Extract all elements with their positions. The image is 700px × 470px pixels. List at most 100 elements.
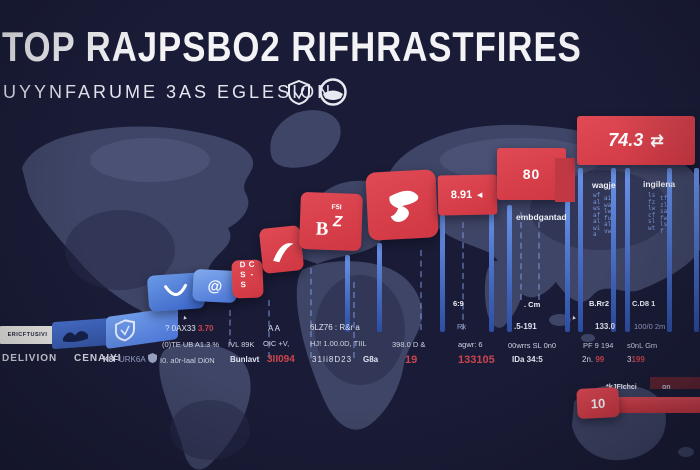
stat-top: . Cm: [524, 300, 541, 309]
footer-stat: A A: [268, 324, 281, 333]
dashed-line: [462, 222, 464, 330]
ribbon-badge-label: 10: [590, 395, 606, 411]
origin-label-box: ERICFTUSIVI: [0, 326, 55, 344]
dashed-line: [353, 282, 355, 358]
value-bar: [377, 243, 382, 332]
footer-label: I0. a0r-Iaal Di0N: [160, 356, 215, 365]
column-header-wagje: wagje: [592, 180, 616, 190]
step-badge-red: [258, 224, 305, 275]
cdss-label: C-DSS: [237, 259, 257, 291]
red-number: 3.70: [197, 324, 214, 333]
footer-stat: PF 9 194: [583, 341, 614, 350]
tick-glyph-column: wfalwsafalwia: [593, 192, 601, 238]
stat-top: 6:9: [453, 299, 464, 308]
footer-stat: 3199: [627, 355, 645, 364]
value-box-3: 74.3 ⇄: [577, 116, 695, 165]
stat-top: B.Rr2: [589, 299, 610, 308]
shield-check-icon: [115, 319, 135, 342]
step-badge-blue: [146, 272, 206, 312]
ribbon-badge: 10: [576, 386, 620, 420]
globe-icon: [319, 78, 347, 106]
step-badge-red: B F5I Z: [299, 191, 363, 252]
dark-red-band: [650, 377, 700, 389]
shield-icon: [288, 79, 310, 106]
stat-bottom: 133.0: [595, 322, 616, 331]
value-bar: [440, 215, 445, 332]
shield-glyph-icon: [148, 353, 157, 363]
blue-ribbon-segment: [52, 317, 114, 350]
value-bar: [625, 168, 630, 332]
footer-label: 31Ii8D23: [312, 355, 353, 364]
dashed-line: [538, 222, 540, 300]
pen-swoosh-icon: [272, 242, 293, 262]
letter-b-glyph: B: [315, 218, 329, 240]
value-box-1-label: 8.91: [450, 188, 473, 202]
tick-glyph-column: lsfzlwcfslwt: [648, 192, 656, 232]
value-bar: [667, 168, 672, 332]
page-subtitle: UYYNFARUME 3AS EGLESION: [3, 82, 334, 102]
blue-ribbon-segment: [106, 306, 178, 350]
step-badge-red: C-DSS: [231, 259, 264, 299]
footer-label: CENAIYI: [74, 353, 122, 364]
red-number: 133105: [458, 354, 495, 366]
footer-label: DELIVION: [2, 353, 58, 364]
stat-bottom: 100/0 2m: [634, 322, 666, 331]
value-bar: [611, 168, 616, 332]
embed-label: embdgantad: [516, 212, 567, 222]
value-box-2: 80: [497, 148, 566, 200]
tick-glyph-column: tfzlsafwlsf: [660, 195, 668, 235]
left-triangle-icon: ◄: [475, 189, 485, 200]
value-bar: [345, 255, 350, 332]
ribbon-caption: on: [662, 384, 671, 391]
red-number: 3II094: [267, 354, 295, 365]
value-box-2-label: 80: [522, 166, 541, 182]
footer-stat: (0)TE UB A1.3 %: [162, 340, 220, 349]
value-box-3-label: 74.3: [608, 130, 644, 150]
value-bar: [489, 203, 494, 332]
footer-stat: OIC +V,: [263, 339, 290, 348]
footer-stat: 00wrrs SL 0n0: [508, 341, 557, 350]
red-number: 19: [405, 354, 418, 366]
footer-label: K8F: [103, 355, 119, 364]
crescent-icon: [164, 283, 188, 296]
footer-stat: ? 0AX33 3.70: [165, 324, 214, 333]
value-bar: [694, 168, 699, 332]
footer-stat: 398.0 D &: [392, 340, 426, 349]
f5i-label: F5I: [331, 204, 342, 212]
footer-label: IDa 34:5: [512, 355, 543, 364]
wave-icon: [63, 331, 88, 343]
spiral-icon: @: [207, 277, 223, 295]
value-bar: [578, 168, 583, 332]
footer-stat: agwr: 6: [458, 340, 483, 349]
footer-stat: s0nL Gm: [627, 341, 658, 350]
stat-bottom: .5-191: [514, 322, 537, 331]
dashed-line: [310, 268, 312, 358]
stat-bottom: Rk: [457, 322, 467, 331]
dashed-line: [520, 212, 522, 300]
red-number: 99: [595, 355, 605, 364]
dashed-line: [268, 300, 270, 358]
column-header-ingilena: ingilena: [643, 179, 676, 189]
dashed-line: [229, 310, 231, 345]
footer-label: Bunlavt: [230, 355, 260, 364]
red-number: 199: [631, 355, 645, 364]
tick-glyph-column: aiwalwfualvw: [604, 195, 612, 235]
value-box-1: 8.91 ◄: [437, 174, 498, 216]
ribbon-caption: *kJFIchci: [606, 384, 637, 391]
footer-stat: IVL 89K: [228, 340, 255, 349]
footer-stat: HJ! 1.00.0D, TIIL: [310, 339, 367, 348]
value-bar: [507, 205, 512, 332]
dashed-line: [420, 250, 422, 330]
footer-stat: 6LZ76 : R&r a: [310, 323, 360, 332]
step-badge-red: [365, 169, 439, 241]
swap-arrows-icon: ⇄: [650, 132, 664, 150]
footer-label: URK6A: [119, 355, 146, 364]
stat-top: C.D8 1: [632, 299, 656, 308]
value-bar: [565, 200, 570, 332]
red-accent-block: [555, 158, 575, 202]
swoosh-icon: [389, 190, 419, 223]
footer-stat: 2n. 99: [582, 355, 605, 364]
letter-z-glyph: Z: [332, 213, 343, 231]
page-title: TOP RAJPSBO2 RIFHRASTFIRES: [2, 24, 582, 70]
